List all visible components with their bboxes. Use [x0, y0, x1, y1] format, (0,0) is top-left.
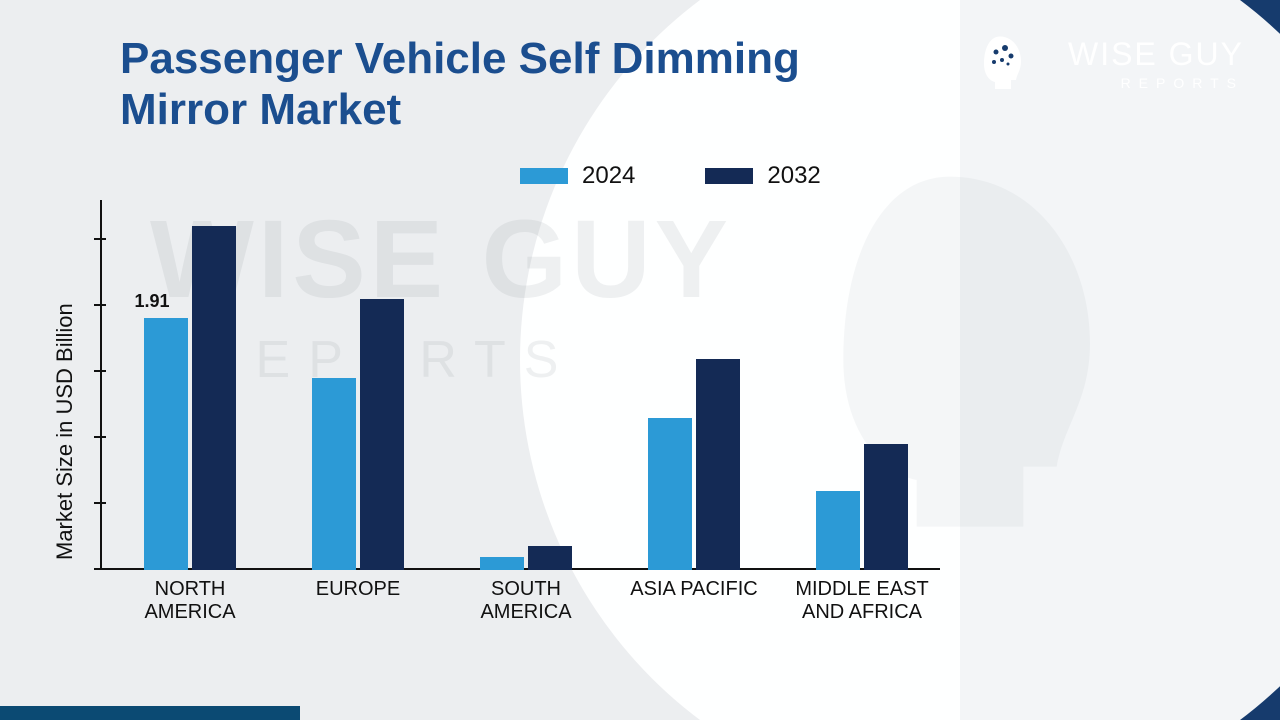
y-tick: [94, 238, 106, 240]
bar-value-label: 1.91: [122, 291, 182, 312]
bar: [312, 378, 356, 570]
bar: [528, 546, 572, 570]
chart-title: Passenger Vehicle Self Dimming Mirror Ma…: [120, 34, 880, 135]
legend-swatch-2024: [520, 168, 568, 184]
category-label: MIDDLE EAST AND AFRICA: [792, 578, 932, 624]
bar: [144, 318, 188, 570]
chart-card: WISE GUY REPORTS Passenger Vehicle Self …: [0, 0, 1280, 720]
y-axis: [100, 200, 102, 570]
logo-main-text: WISE GUY: [1068, 36, 1244, 73]
y-axis-label: Market Size in USD Billion: [52, 303, 78, 560]
category-label: NORTH AMERICA: [120, 578, 260, 624]
legend-item-2024: 2024: [520, 162, 635, 190]
legend-item-2032: 2032: [705, 162, 820, 190]
y-tick: [94, 304, 106, 306]
legend-swatch-2032: [705, 168, 753, 184]
bar: [480, 557, 524, 570]
legend: 2024 2032: [520, 162, 821, 190]
bar: [864, 444, 908, 570]
accent-bar: [0, 706, 300, 720]
plot-area: 1.91: [100, 200, 940, 570]
bar: [816, 491, 860, 570]
bar: [648, 418, 692, 570]
category-label: EUROPE: [288, 578, 428, 601]
category-label: ASIA PACIFIC: [624, 578, 764, 601]
legend-label-2024: 2024: [582, 162, 635, 190]
bar: [360, 299, 404, 570]
y-tick: [94, 568, 106, 570]
category-label: SOUTH AMERICA: [456, 578, 596, 624]
y-tick: [94, 502, 106, 504]
bar: [192, 226, 236, 570]
bar: [696, 359, 740, 570]
logo-head-icon: [970, 34, 1030, 94]
y-tick: [94, 436, 106, 438]
y-tick: [94, 370, 106, 372]
logo-sub-text: REPORTS: [1068, 75, 1244, 91]
brand-logo: WISE GUY REPORTS: [1068, 36, 1244, 91]
legend-label-2032: 2032: [767, 162, 820, 190]
